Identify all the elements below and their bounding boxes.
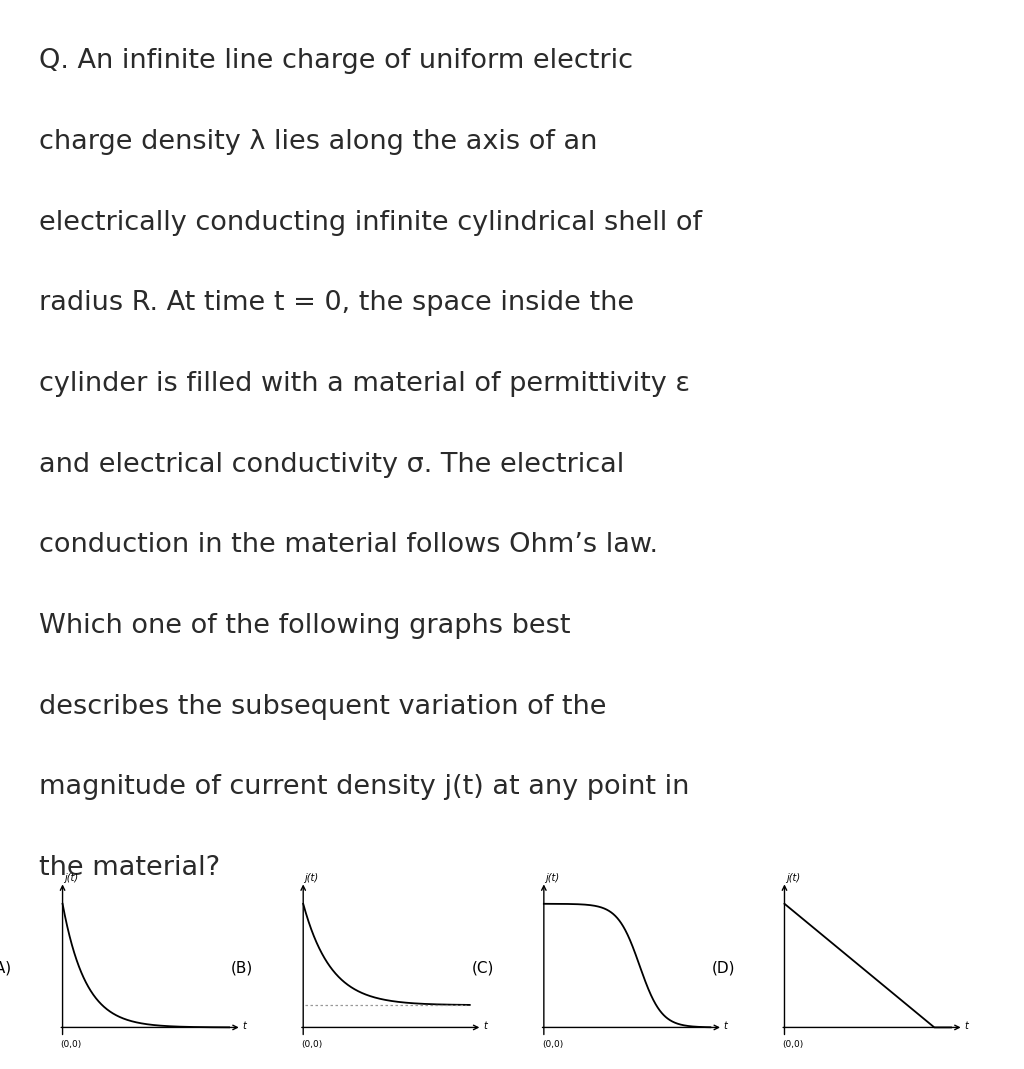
Text: Q. An infinite line charge of uniform electric: Q. An infinite line charge of uniform el… [39,48,633,74]
Text: t: t [965,1021,969,1032]
Text: (D): (D) [712,960,735,975]
Text: j(t): j(t) [785,872,800,883]
Text: (C): (C) [471,960,494,975]
Text: j(t): j(t) [304,872,318,883]
Text: radius R. At time t = 0, the space inside the: radius R. At time t = 0, the space insid… [39,291,634,316]
Text: (0,0): (0,0) [60,1040,82,1049]
Text: t: t [724,1021,728,1032]
Text: magnitude of current density j(t) at any point in: magnitude of current density j(t) at any… [39,774,689,801]
Text: (0,0): (0,0) [542,1040,563,1049]
Text: t: t [243,1021,247,1032]
Text: t: t [483,1021,487,1032]
Text: (A): (A) [0,960,12,975]
Text: charge density λ lies along the axis of an: charge density λ lies along the axis of … [39,129,597,155]
Text: cylinder is filled with a material of permittivity ε: cylinder is filled with a material of pe… [39,371,690,397]
Text: the material?: the material? [39,855,220,881]
Text: conduction in the material follows Ohm’s law.: conduction in the material follows Ohm’s… [39,532,657,558]
Text: and electrical conductivity σ. The electrical: and electrical conductivity σ. The elect… [39,452,625,478]
Text: describes the subsequent variation of the: describes the subsequent variation of th… [39,694,606,719]
Text: (0,0): (0,0) [782,1040,804,1049]
Text: j(t): j(t) [545,872,559,883]
Text: Which one of the following graphs best: Which one of the following graphs best [39,614,570,639]
Text: (B): (B) [230,960,253,975]
Text: electrically conducting infinite cylindrical shell of: electrically conducting infinite cylindr… [39,210,701,235]
Text: (0,0): (0,0) [301,1040,323,1049]
Text: j(t): j(t) [63,872,78,883]
